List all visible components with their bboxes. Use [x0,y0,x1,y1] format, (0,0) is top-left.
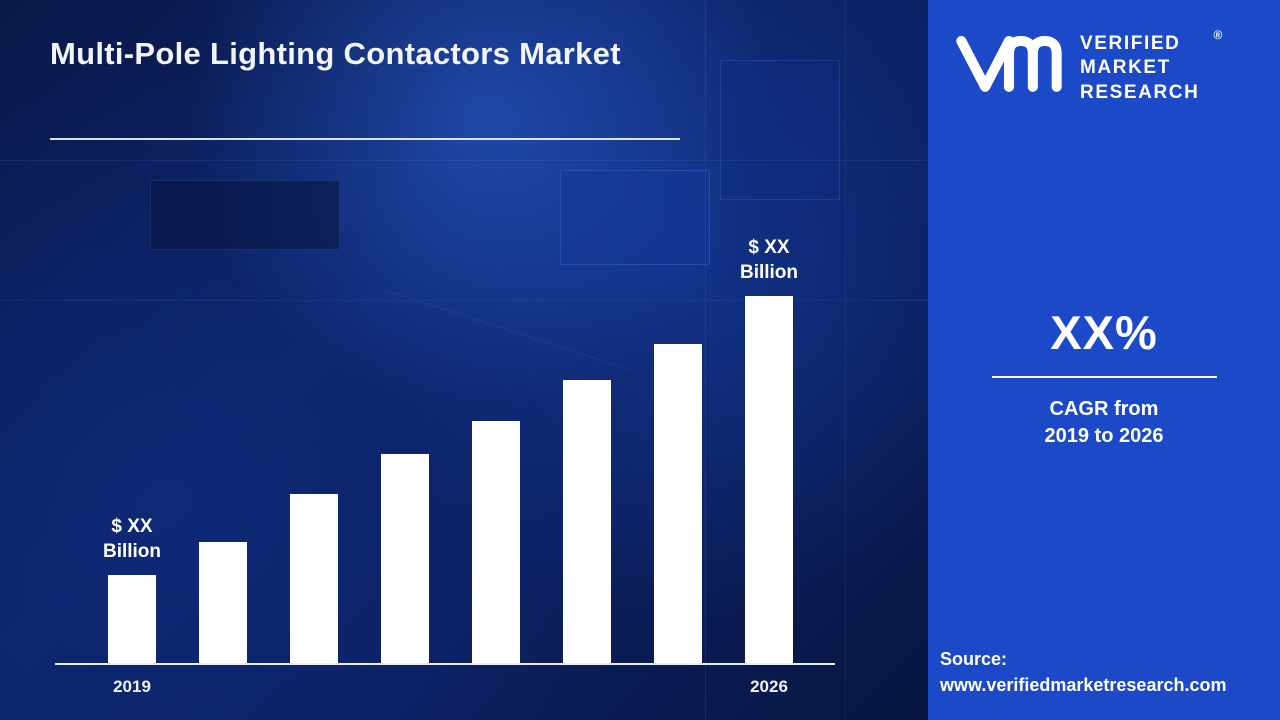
source-block: Source: www.verifiedmarketresearch.com [940,646,1226,698]
vmr-logo-icon [956,35,1062,92]
cagr-value: XX% [1050,305,1158,359]
bar-chart: $ XX Billion 2019 $ XX Billion 2026 [55,218,835,696]
cagr-divider [991,375,1217,378]
bar [381,454,429,663]
title-underline [50,138,680,140]
bar-column [563,380,611,663]
circuit-trace-decor [0,160,928,161]
source-url[interactable]: www.verifiedmarketresearch.com [940,674,1227,695]
bar [108,575,156,663]
page-title: Multi-Pole Lighting Contactors Market [50,36,621,71]
info-panel: VERIFIED MARKET RESEARCH ® XX% CAGR from… [928,0,1280,720]
x-tick-label: 2019 [113,677,151,696]
bar-column: $ XX Billion 2019 [103,514,161,696]
brand-word-line: RESEARCH [1080,81,1200,103]
registered-trademark-symbol: ® [1213,28,1223,42]
bar-column: $ XX Billion 2026 [740,235,798,696]
circuit-trace-decor [845,0,846,720]
cagr-block: XX% CAGR from 2019 to 2026 [940,305,1268,450]
source-label: Source: [940,648,1008,669]
bar [563,380,611,663]
chart-x-axis [55,663,835,665]
bar [290,494,338,663]
brand-logo: VERIFIED MARKET RESEARCH ® [940,26,1268,105]
circuit-chip-decor [720,60,840,200]
bar [199,542,247,663]
bar-column [199,542,247,663]
brand-word-line: VERIFIED [1080,33,1181,54]
bar [472,421,520,663]
bar [654,344,702,663]
brand-word-line: MARKET [1080,57,1171,79]
bar-column [290,494,338,663]
bar-column [381,454,429,663]
x-tick-label: 2026 [750,677,788,696]
bar-value-label: $ XX Billion [739,236,799,284]
chart-section: Multi-Pole Lighting Contactors Market $ … [0,0,928,720]
cagr-caption: CAGR from 2019 to 2026 [1044,397,1164,447]
brand-wordmark: VERIFIED MARKET RESEARCH [1080,32,1199,105]
bar-column [654,344,702,663]
bar-column [472,421,520,663]
bar [745,296,793,663]
bar-value-label: $ XX Billion [102,515,162,563]
